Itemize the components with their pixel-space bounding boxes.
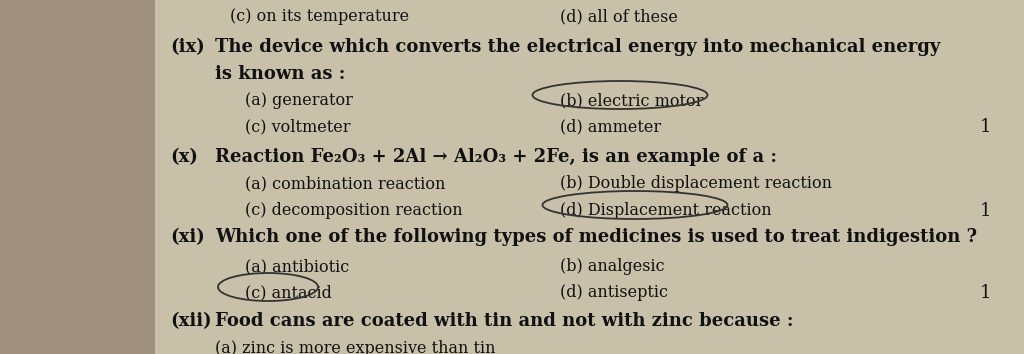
Text: (d) antiseptic: (d) antiseptic	[560, 284, 668, 301]
Text: The device which converts the electrical energy into mechanical energy: The device which converts the electrical…	[215, 38, 940, 56]
Text: (a) combination reaction: (a) combination reaction	[245, 175, 445, 192]
Text: (x): (x)	[170, 148, 198, 166]
Text: (a) antibiotic: (a) antibiotic	[245, 258, 349, 275]
Text: (d) Displacement reaction: (d) Displacement reaction	[560, 202, 772, 219]
Text: (c) voltmeter: (c) voltmeter	[245, 118, 350, 135]
Text: 1: 1	[980, 284, 991, 302]
Text: Food cans are coated with tin and not with zinc because :: Food cans are coated with tin and not wi…	[215, 312, 794, 330]
Text: (b) analgesic: (b) analgesic	[560, 258, 665, 275]
Text: (b) Double displacement reaction: (b) Double displacement reaction	[560, 175, 831, 192]
Text: (a) generator: (a) generator	[245, 92, 353, 109]
Text: Which one of the following types of medicines is used to treat indigestion ?: Which one of the following types of medi…	[215, 228, 977, 246]
Text: is known as :: is known as :	[215, 65, 345, 83]
Text: 1: 1	[980, 202, 991, 220]
Text: 1: 1	[980, 118, 991, 136]
Text: (c) antacid: (c) antacid	[245, 284, 332, 301]
Text: (c) on its temperature: (c) on its temperature	[230, 8, 410, 25]
Text: (d) ammeter: (d) ammeter	[560, 118, 662, 135]
Text: (xi): (xi)	[170, 228, 205, 246]
Bar	[0, 0, 155, 354]
Text: (xii): (xii)	[170, 312, 212, 330]
Text: (d) all of these: (d) all of these	[560, 8, 678, 25]
Text: (a) zinc is more expensive than tin: (a) zinc is more expensive than tin	[215, 340, 496, 354]
Text: (b) electric motor: (b) electric motor	[560, 92, 703, 109]
Text: (c) decomposition reaction: (c) decomposition reaction	[245, 202, 463, 219]
Text: Reaction Fe₂O₃ + 2Al → Al₂O₃ + 2Fe, is an example of a :: Reaction Fe₂O₃ + 2Al → Al₂O₃ + 2Fe, is a…	[215, 148, 777, 166]
Text: (ix): (ix)	[170, 38, 205, 56]
